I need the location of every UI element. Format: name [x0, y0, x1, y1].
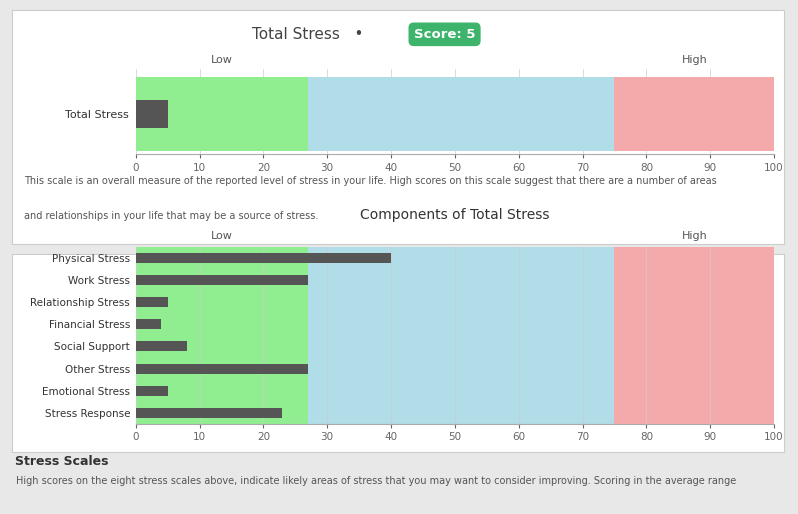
Text: High: High	[681, 231, 707, 242]
Bar	[136, 313, 308, 335]
Title: Components of Total Stress: Components of Total Stress	[360, 208, 550, 222]
Bar	[136, 335, 308, 358]
Text: Score: 5: Score: 5	[414, 28, 476, 41]
Text: Low: Low	[211, 55, 233, 65]
Bar	[308, 247, 614, 269]
Bar	[136, 253, 391, 263]
Bar	[136, 269, 308, 291]
Bar	[136, 386, 168, 396]
Text: High scores on the eight stress scales above, indicate likely areas of stress th: High scores on the eight stress scales a…	[16, 476, 736, 486]
Bar	[136, 247, 308, 269]
Bar	[614, 291, 774, 313]
Bar	[308, 358, 614, 380]
Bar	[136, 100, 168, 127]
Bar	[308, 269, 614, 291]
Bar	[308, 380, 614, 402]
Bar	[136, 297, 168, 307]
Bar	[136, 380, 308, 402]
Bar	[136, 275, 308, 285]
Bar	[308, 335, 614, 358]
Bar	[614, 269, 774, 291]
Text: Stress Scales: Stress Scales	[15, 455, 109, 468]
Bar	[136, 291, 308, 313]
Bar	[614, 335, 774, 358]
Bar	[136, 402, 308, 424]
Bar	[308, 77, 614, 151]
Bar	[614, 313, 774, 335]
Bar	[136, 77, 308, 151]
Bar	[136, 319, 161, 329]
Bar	[136, 341, 187, 352]
Text: and relationships in your life that may be a source of stress.: and relationships in your life that may …	[24, 211, 318, 221]
Bar	[308, 313, 614, 335]
Bar	[136, 358, 308, 380]
Bar	[136, 408, 282, 418]
Bar	[614, 380, 774, 402]
Bar	[308, 291, 614, 313]
Bar	[136, 363, 308, 374]
Text: This scale is an overall measure of the reported level of stress in your life. H: This scale is an overall measure of the …	[24, 176, 717, 186]
Text: Total Stress   •: Total Stress •	[252, 27, 363, 42]
Bar	[614, 247, 774, 269]
Bar	[614, 77, 774, 151]
Bar	[614, 358, 774, 380]
Bar	[308, 402, 614, 424]
Text: High: High	[681, 55, 707, 65]
Bar	[614, 402, 774, 424]
Text: Low: Low	[211, 231, 233, 242]
